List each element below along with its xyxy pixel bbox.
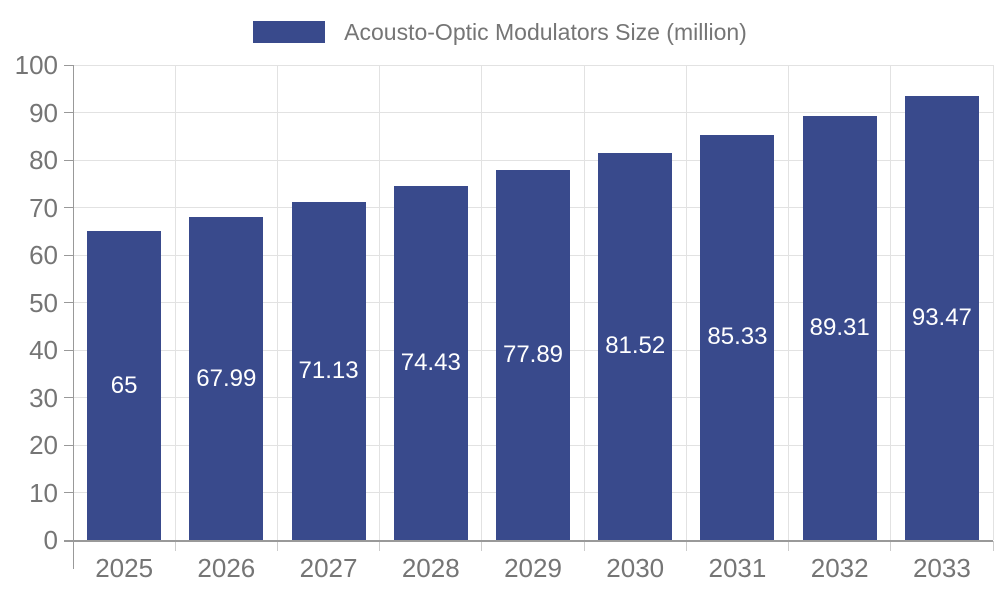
y-tick — [64, 492, 73, 493]
bar-value-label: 74.43 — [400, 349, 461, 377]
gridline — [890, 65, 892, 540]
gridline — [379, 65, 381, 540]
gridline — [174, 65, 176, 540]
y-tick-label: 30 — [29, 382, 58, 413]
x-axis-line — [64, 539, 993, 542]
bar-value-label: 93.47 — [911, 304, 972, 331]
x-tick-label: 2030 — [606, 553, 665, 583]
y-tick-label: 40 — [29, 335, 58, 365]
bar-value-label: 65 — [110, 371, 138, 399]
bar-value-label: 89.31 — [809, 313, 870, 341]
x-tick-label: 2026 — [197, 553, 256, 583]
legend[interactable]: Acousto-Optic Modulators Size (million) — [0, 16, 1000, 48]
x-tick — [481, 541, 483, 551]
x-tick — [174, 541, 176, 551]
gridline — [788, 65, 790, 540]
y-tick — [64, 207, 73, 208]
bar-2027 — [291, 202, 366, 540]
bar-2033 — [904, 96, 979, 540]
bar-value-label: 77.89 — [502, 341, 564, 368]
y-tick-label: 80 — [29, 145, 58, 175]
gridline — [992, 65, 994, 540]
bar-2026 — [189, 217, 264, 540]
bar-value-label: 71.13 — [298, 357, 359, 385]
y-tick — [64, 397, 73, 398]
x-tick — [583, 541, 585, 551]
bar-value-label: 81.52 — [605, 332, 666, 360]
bar-2032 — [802, 115, 877, 540]
y-tick-label: 100 — [14, 50, 58, 80]
x-tick — [685, 541, 687, 551]
y-tick-label: 60 — [29, 240, 58, 270]
bar-2025 — [87, 231, 162, 540]
y-axis-line — [72, 65, 74, 569]
gridline — [73, 112, 993, 113]
gridline — [73, 64, 993, 66]
y-tick — [64, 64, 73, 66]
bar-2029 — [496, 170, 570, 540]
y-tick-label: 20 — [29, 430, 58, 460]
x-tick-label: 2032 — [810, 553, 869, 583]
y-tick-label: 70 — [29, 192, 58, 223]
gridline — [73, 159, 993, 161]
y-tick-label: 90 — [29, 97, 58, 128]
y-tick-label: 10 — [29, 477, 58, 508]
y-tick-label: 50 — [29, 287, 58, 318]
bar-2028 — [393, 186, 468, 540]
x-tick-label: 2031 — [708, 553, 767, 583]
x-tick-label: 2029 — [504, 553, 562, 583]
gridline — [481, 65, 483, 540]
bar-2031 — [700, 134, 775, 540]
y-tick — [64, 159, 73, 161]
y-tick — [64, 254, 73, 256]
x-tick-label: 2027 — [299, 553, 358, 583]
bar-value-label: 67.99 — [196, 364, 257, 392]
bar-value-label: 85.33 — [707, 323, 768, 351]
gridline — [685, 65, 687, 540]
x-tick — [276, 541, 278, 551]
y-tick-label: 0 — [43, 525, 58, 555]
legend-label: Acousto-Optic Modulators Size (million) — [344, 18, 747, 45]
y-tick — [64, 444, 73, 446]
x-tick — [788, 541, 790, 551]
y-tick — [64, 302, 73, 303]
x-tick — [890, 541, 892, 551]
x-tick-label: 2025 — [95, 553, 154, 583]
y-tick — [64, 112, 73, 113]
y-tick — [64, 349, 73, 351]
bar-2030 — [598, 152, 673, 540]
gridline — [276, 65, 278, 540]
legend-swatch — [253, 21, 326, 43]
x-tick — [379, 541, 381, 551]
x-tick — [992, 541, 994, 551]
x-tick-label: 2033 — [912, 553, 971, 583]
gridline — [583, 65, 585, 540]
x-tick-label: 2028 — [401, 553, 460, 583]
